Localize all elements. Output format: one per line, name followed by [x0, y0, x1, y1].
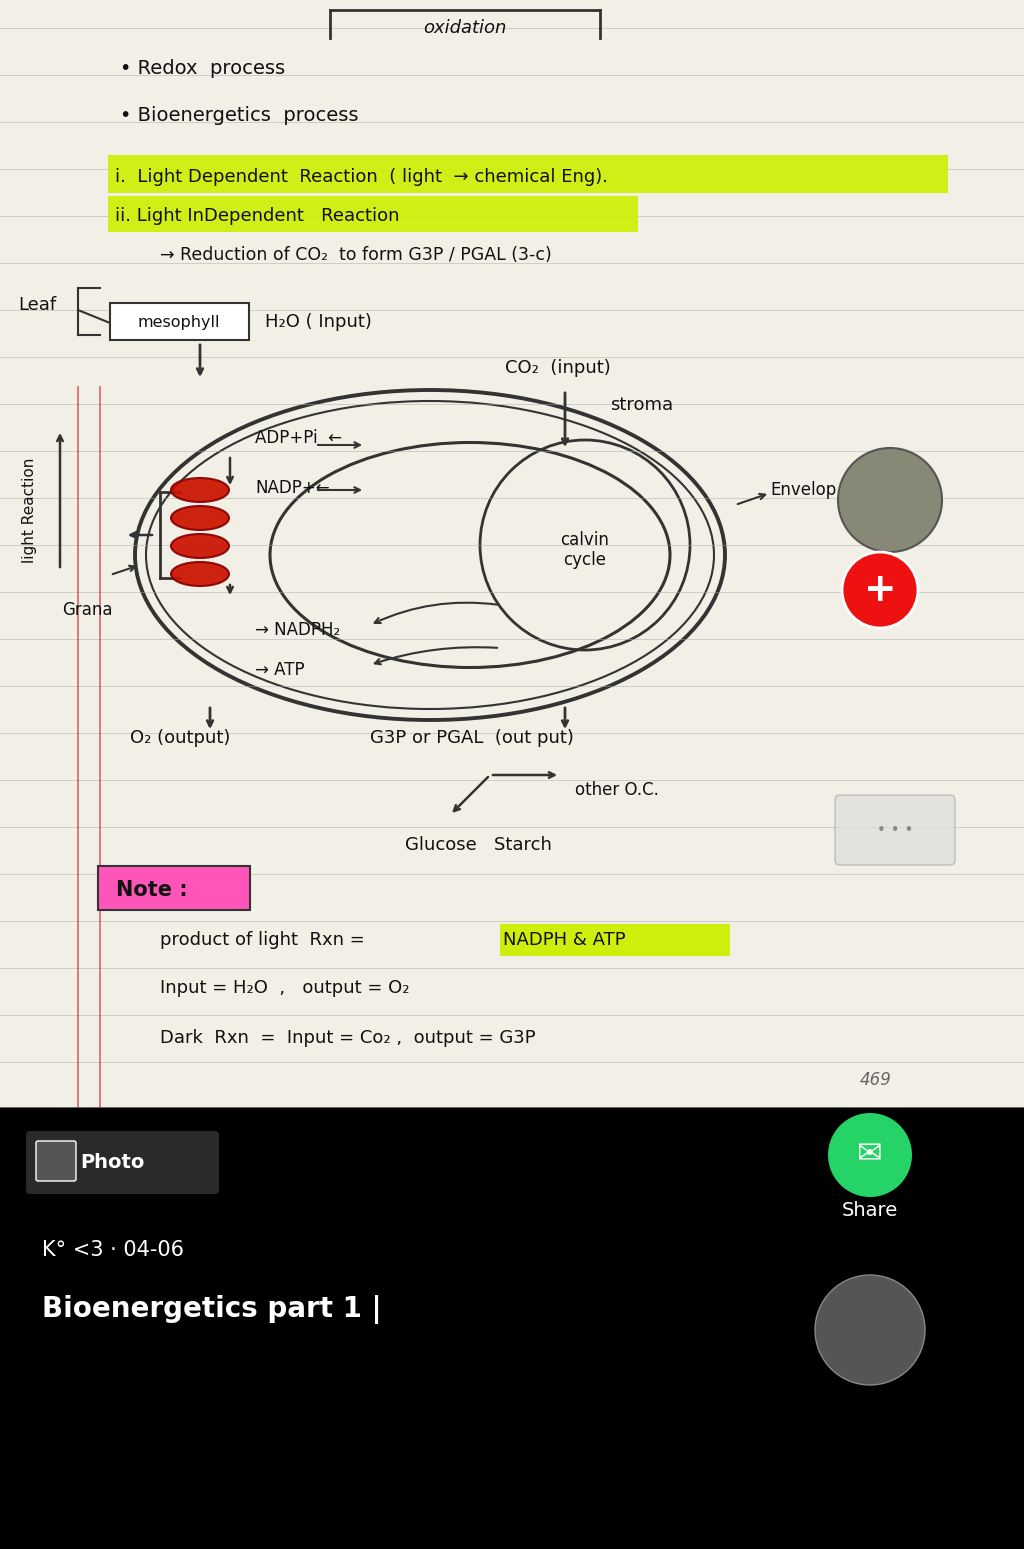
- Text: Bioenergetics part 1 |: Bioenergetics part 1 |: [42, 1295, 382, 1324]
- FancyBboxPatch shape: [108, 155, 948, 194]
- FancyBboxPatch shape: [500, 925, 730, 956]
- Text: other O.C.: other O.C.: [575, 781, 658, 799]
- Text: product of light  Rxn =: product of light Rxn =: [160, 931, 371, 950]
- FancyBboxPatch shape: [110, 304, 249, 339]
- Text: i.  Light Dependent  Reaction  ( light  → chemical Eng).: i. Light Dependent Reaction ( light → ch…: [115, 167, 608, 186]
- Text: mesophyll: mesophyll: [138, 314, 220, 330]
- Text: Dark  Rxn  =  Input = Co₂ ,  output = G3P: Dark Rxn = Input = Co₂ , output = G3P: [160, 1029, 536, 1047]
- Text: → NADPH₂: → NADPH₂: [255, 621, 340, 640]
- Text: Grana: Grana: [62, 601, 113, 620]
- Ellipse shape: [171, 507, 229, 530]
- Text: Leaf: Leaf: [18, 296, 56, 314]
- Text: light Reaction: light Reaction: [22, 457, 37, 562]
- FancyBboxPatch shape: [36, 1142, 76, 1180]
- Ellipse shape: [171, 534, 229, 558]
- Text: K° <3 · 04-06: K° <3 · 04-06: [42, 1241, 184, 1259]
- Ellipse shape: [171, 479, 229, 502]
- Text: Share: Share: [842, 1200, 898, 1219]
- Text: → Reduction of CO₂  to form G3P / PGAL (3-c): → Reduction of CO₂ to form G3P / PGAL (3…: [160, 246, 552, 263]
- Text: 469: 469: [860, 1070, 892, 1089]
- Text: calvin
cycle: calvin cycle: [560, 531, 609, 570]
- Circle shape: [815, 1275, 925, 1385]
- Text: → ATP: → ATP: [255, 661, 304, 678]
- Text: • Bioenergetics  process: • Bioenergetics process: [120, 105, 358, 124]
- Text: G3P or PGAL  (out put): G3P or PGAL (out put): [370, 730, 573, 747]
- Circle shape: [828, 1114, 912, 1197]
- Text: H₂O ( Input): H₂O ( Input): [265, 313, 372, 331]
- Text: ✉: ✉: [857, 1140, 883, 1169]
- Text: Glucose   Starch: Glucose Starch: [406, 836, 552, 853]
- Text: Note :: Note :: [116, 880, 187, 900]
- Text: ADP+Pi  ←: ADP+Pi ←: [255, 429, 342, 448]
- Text: Photo: Photo: [80, 1154, 144, 1173]
- Text: stroma: stroma: [610, 397, 673, 414]
- FancyBboxPatch shape: [98, 866, 250, 909]
- FancyBboxPatch shape: [108, 197, 638, 232]
- Text: NADPH & ATP: NADPH & ATP: [503, 931, 626, 950]
- Text: • • •: • • •: [877, 823, 913, 838]
- Ellipse shape: [171, 562, 229, 586]
- Circle shape: [838, 448, 942, 551]
- Text: +: +: [863, 572, 896, 609]
- Text: oxidation: oxidation: [423, 19, 507, 37]
- FancyBboxPatch shape: [0, 1108, 1024, 1549]
- Text: Envelop: Envelop: [770, 482, 837, 499]
- Circle shape: [842, 551, 918, 627]
- FancyBboxPatch shape: [835, 795, 955, 864]
- Text: Input = H₂O  ,   output = O₂: Input = H₂O , output = O₂: [160, 979, 410, 998]
- Text: NADP+←: NADP+←: [255, 479, 330, 497]
- Text: CO₂  (input): CO₂ (input): [505, 359, 610, 376]
- Text: O₂ (output): O₂ (output): [130, 730, 230, 747]
- Text: ii. Light InDependent   Reaction: ii. Light InDependent Reaction: [115, 208, 399, 225]
- Text: • Redox  process: • Redox process: [120, 59, 285, 77]
- FancyBboxPatch shape: [26, 1131, 219, 1194]
